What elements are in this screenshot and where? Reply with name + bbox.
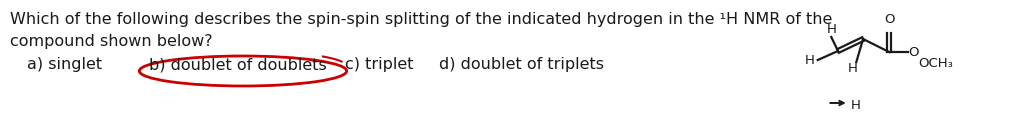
Text: d) doublet of triplets: d) doublet of triplets — [438, 57, 604, 72]
Text: c) triplet: c) triplet — [345, 57, 414, 72]
Text: compound shown below?: compound shown below? — [9, 34, 212, 49]
Text: a) singlet: a) singlet — [27, 57, 102, 72]
Text: H: H — [826, 23, 837, 36]
Text: Which of the following describes the spin-spin splitting of the indicated hydrog: Which of the following describes the spi… — [9, 12, 833, 27]
Text: b) doublet of doublets: b) doublet of doublets — [150, 57, 328, 72]
Text: H: H — [848, 62, 857, 75]
Text: OCH₃: OCH₃ — [919, 57, 953, 70]
Text: H: H — [805, 53, 815, 66]
Text: O: O — [884, 13, 894, 26]
Text: H: H — [851, 99, 860, 112]
Text: O: O — [908, 46, 919, 59]
